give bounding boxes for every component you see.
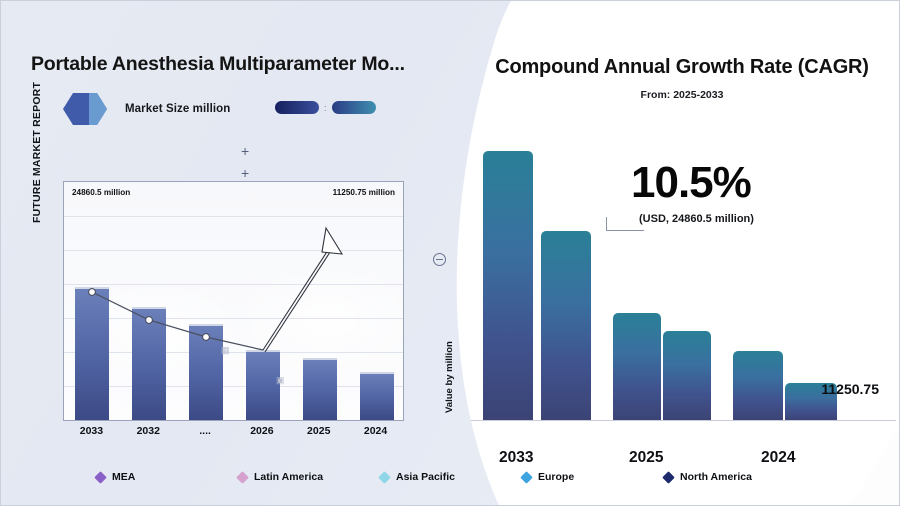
page-title: Portable Anesthesia Multiparameter Mo... <box>31 53 405 75</box>
gridline <box>64 216 403 217</box>
axis-tick-marker <box>606 217 644 231</box>
bar-2033[interactable] <box>75 287 109 420</box>
diamond-marker-icon <box>94 470 107 484</box>
bar-2025[interactable] <box>303 358 337 420</box>
pill-swatch-secondary <box>331 101 376 114</box>
y-axis-label-left: FUTURE MARKET REPORT <box>31 81 43 223</box>
y-axis-label-right: Value by million <box>444 341 455 413</box>
legend-label: Europe <box>538 471 575 483</box>
cagr-bar-2025-b[interactable] <box>663 331 711 421</box>
left-chart-panel: Portable Anesthesia Multiparameter Mo...… <box>1 1 461 505</box>
value-label-start: 24860.5 million <box>72 188 131 197</box>
x-axis-labels: 2033 2032 .... 2026 2025 2024 <box>63 425 404 437</box>
value-label-end: 11250.75 million <box>332 188 395 197</box>
gridline <box>64 284 403 285</box>
chart-background-blob <box>64 182 403 420</box>
legend-label: Asia Pacific <box>396 471 455 483</box>
cagr-end-value: 11250.75 <box>821 381 879 397</box>
cagr-bar-2024-a[interactable] <box>733 351 783 421</box>
gridline <box>64 318 403 319</box>
brand-label: Market Size million <box>125 103 231 115</box>
zoom-out-icon[interactable] <box>433 253 446 266</box>
cagr-chart: 11250.75 2033 2025 2024 <box>461 1 899 505</box>
tag-icon: ▣ <box>276 375 285 385</box>
cagr-bar-2033-a[interactable] <box>483 151 533 421</box>
gridline <box>64 352 403 353</box>
cagr-bar-2024-b[interactable] <box>785 383 837 421</box>
legend-label: Latin America <box>254 471 324 483</box>
legend-label: North America <box>680 471 752 483</box>
x-label-4: 2025 <box>307 425 331 437</box>
diamond-marker-icon <box>236 470 249 484</box>
growth-arrow <box>262 226 344 353</box>
cagr-bar-2025-a[interactable] <box>613 313 661 421</box>
zoom-in-icon-secondary[interactable]: + <box>241 165 250 181</box>
x-label-5: 2024 <box>363 425 388 437</box>
brand-row: Market Size million <box>63 91 230 127</box>
region-legend: MEA Latin America Asia Pacific Europe No… <box>1 470 899 484</box>
legend-label: MEA <box>112 471 136 483</box>
market-size-chart: 24860.5 million 11250.75 million ▦ ▣ <box>63 181 404 421</box>
cagr-x-label-2025: 2025 <box>629 449 664 466</box>
cagr-x-label-2033: 2033 <box>499 449 534 466</box>
cagr-panel: Compound Annual Growth Rate (CAGR) From:… <box>461 1 899 505</box>
pill-swatch-primary <box>275 101 319 114</box>
hexagon-logo-icon <box>63 91 115 127</box>
cagr-x-label-2024: 2024 <box>761 449 796 466</box>
pill-separator: : <box>324 102 327 113</box>
legend-item-latin-america[interactable]: Latin America <box>236 470 380 484</box>
legend-item-north-america[interactable]: North America <box>662 470 806 484</box>
cagr-bar-2033-b[interactable] <box>541 231 591 421</box>
legend-item-europe[interactable]: Europe <box>520 470 664 484</box>
cagr-title: Compound Annual Growth Rate (CAGR) <box>495 56 869 78</box>
x-label-1: 2032 <box>136 425 160 437</box>
cagr-percentage: 10.5% <box>631 158 752 207</box>
legend-item-asia-pacific[interactable]: Asia Pacific <box>378 470 522 484</box>
trend-overlay <box>88 226 344 353</box>
gridline <box>64 250 403 251</box>
x-label-2: .... <box>199 425 211 437</box>
zoom-in-icon[interactable]: + <box>241 143 250 159</box>
x-label-0: 2033 <box>79 425 104 437</box>
x-label-3: 2026 <box>250 425 274 437</box>
diamond-marker-icon <box>662 470 675 484</box>
gridline <box>64 386 403 387</box>
cagr-currency-note: (USD, 24860.5 million) <box>639 213 754 225</box>
bar-2026[interactable] <box>246 350 280 420</box>
legend-item-mea[interactable]: MEA <box>94 470 238 484</box>
cagr-subtitle: From: 2025-2033 <box>640 89 724 101</box>
bar-2024[interactable] <box>360 372 394 420</box>
card-icon: ▦ <box>221 345 230 355</box>
cagr-baseline <box>471 420 896 421</box>
pill-legend-group: : <box>275 101 376 114</box>
diamond-marker-icon <box>520 470 533 484</box>
bar-2032[interactable] <box>132 307 166 420</box>
diamond-marker-icon <box>378 470 391 484</box>
